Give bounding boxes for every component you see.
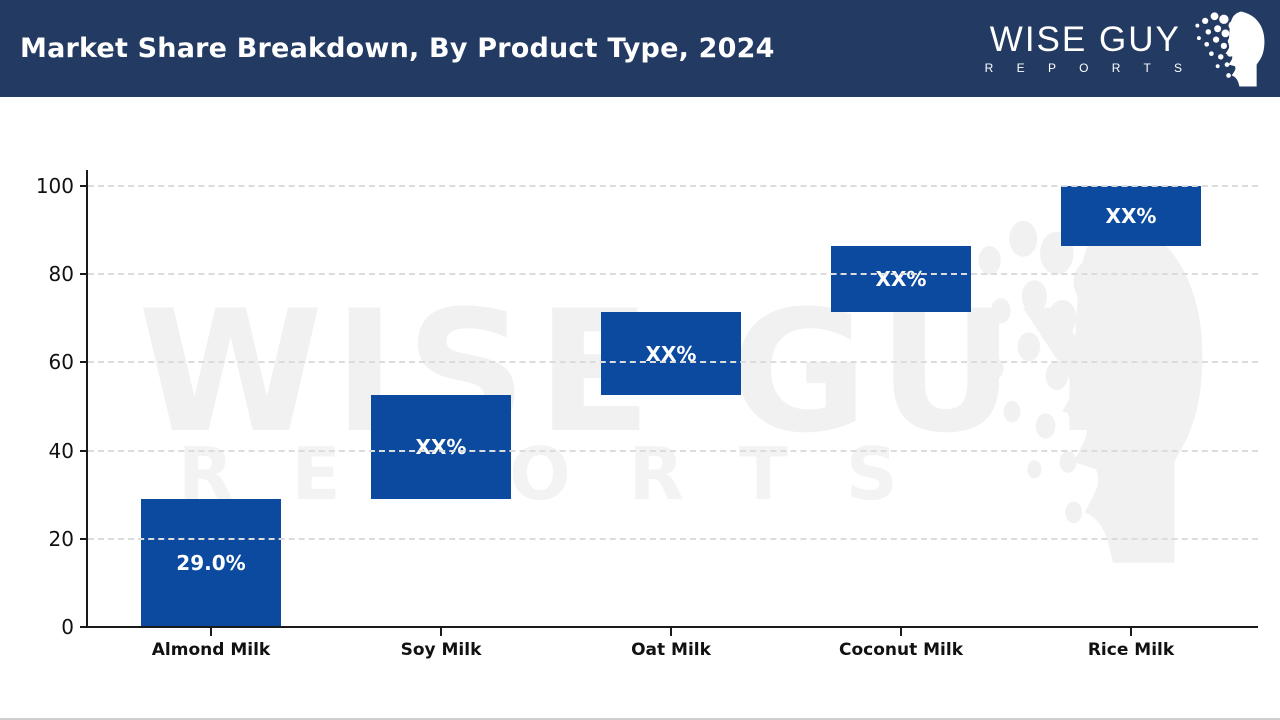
y-tick-mark xyxy=(80,449,88,452)
y-axis-tick-label: 20 xyxy=(48,526,74,551)
x-axis-label-almond-milk: Almond Milk xyxy=(151,640,271,660)
x-tick-mark xyxy=(900,628,902,636)
x-axis-label-coconut-milk: Coconut Milk xyxy=(838,640,964,660)
x-tick-mark xyxy=(670,628,672,636)
bar-value-label: XX% xyxy=(1105,203,1157,228)
bar-rice-milk: XX% xyxy=(1061,186,1201,246)
x-tick-mark xyxy=(440,628,442,636)
y-tick-mark xyxy=(80,626,88,628)
bar-value-label: 29.0% xyxy=(176,551,246,576)
gridline-100 xyxy=(88,185,1258,187)
x-tick-mark xyxy=(210,628,212,636)
bottom-border xyxy=(0,718,1280,720)
y-tick-mark xyxy=(80,361,88,364)
x-axis-line xyxy=(86,626,1258,628)
bar-value-label: XX% xyxy=(875,266,927,291)
bar-value-label: XX% xyxy=(415,435,467,460)
y-axis-tick-label: 100 xyxy=(35,174,74,198)
bar-soy-milk: XX% xyxy=(371,395,511,500)
x-axis-label-oat-milk: Oat Milk xyxy=(631,640,711,660)
bar-almond-milk: 29.0% xyxy=(141,499,281,627)
gridline-60 xyxy=(88,361,1258,364)
y-axis-line xyxy=(86,170,88,628)
y-axis-tick-label: 60 xyxy=(48,350,74,375)
bar-coconut-milk: XX% xyxy=(831,245,971,312)
x-axis-label-rice-milk: Rice Milk xyxy=(1087,640,1175,660)
gridline-20 xyxy=(88,537,1258,540)
x-tick-mark xyxy=(1130,628,1132,636)
y-tick-mark xyxy=(80,537,88,540)
wise-guy-logo: WISE GUY R E P O R T S xyxy=(979,6,1266,92)
y-axis-tick-label: 40 xyxy=(48,438,74,463)
logo-subtitle: R E P O R T S xyxy=(984,60,1192,75)
logo-head-icon xyxy=(1195,11,1265,86)
gridline-40 xyxy=(88,449,1258,452)
logo-text: WISE GUY R E P O R T S xyxy=(979,20,1192,75)
gridline-80 xyxy=(88,273,1258,276)
y-axis-tick-label: 0 xyxy=(61,615,74,639)
page-title: Market Share Breakdown, By Product Type,… xyxy=(20,33,775,64)
y-tick-mark xyxy=(80,273,88,276)
logo-wordmark: WISE GUY xyxy=(989,20,1181,60)
header: Market Share Breakdown, By Product Type,… xyxy=(0,0,1280,97)
x-axis-label-soy-milk: Soy Milk xyxy=(400,640,482,660)
y-axis-tick-label: 80 xyxy=(48,262,74,287)
y-tick-mark xyxy=(80,185,88,187)
bar-oat-milk: XX% xyxy=(601,311,741,396)
